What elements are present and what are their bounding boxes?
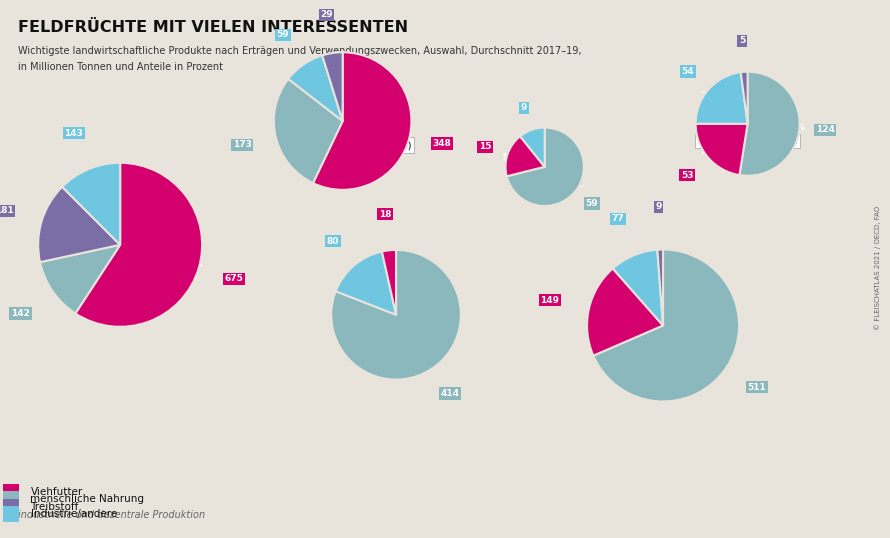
Wedge shape xyxy=(696,124,748,175)
Wedge shape xyxy=(331,250,461,379)
Text: 5: 5 xyxy=(739,36,745,45)
Text: 83: 83 xyxy=(538,160,551,169)
Text: 348: 348 xyxy=(433,139,451,148)
Text: 609: 609 xyxy=(329,117,348,125)
Text: 15,6%: 15,6% xyxy=(346,270,377,279)
Wedge shape xyxy=(40,245,120,314)
Text: in Millionen Tonnen und Anteile in Prozent: in Millionen Tonnen und Anteile in Proze… xyxy=(18,62,223,72)
Wedge shape xyxy=(506,136,545,176)
Wedge shape xyxy=(382,250,396,315)
Text: 12,4%: 12,4% xyxy=(47,280,78,289)
Wedge shape xyxy=(613,250,663,325)
Wedge shape xyxy=(288,55,343,121)
Text: 54: 54 xyxy=(682,67,694,76)
Wedge shape xyxy=(594,250,739,401)
Wedge shape xyxy=(696,72,748,124)
Text: Hülsenfrüchte: Hülsenfrüchte xyxy=(510,172,579,182)
Text: 22,5%: 22,5% xyxy=(700,147,731,155)
Text: 52,5%: 52,5% xyxy=(774,123,805,132)
Text: 143: 143 xyxy=(64,129,84,138)
Text: Treibstoff: Treibstoff xyxy=(30,502,79,512)
Wedge shape xyxy=(38,187,120,262)
Text: Viehfutter: Viehfutter xyxy=(30,487,83,497)
Text: 53: 53 xyxy=(681,171,693,180)
Text: FELDFRÜCHTE MIT VIELEN INTERESSENTEN: FELDFRÜCHTE MIT VIELEN INTERESSENTEN xyxy=(18,20,409,35)
Wedge shape xyxy=(322,52,343,121)
Text: 12,5%: 12,5% xyxy=(78,176,109,185)
Text: 149: 149 xyxy=(540,296,560,305)
Wedge shape xyxy=(76,163,202,327)
Text: 675: 675 xyxy=(224,274,244,283)
Text: 746: 746 xyxy=(651,319,671,328)
Text: Weizen: Weizen xyxy=(660,345,696,355)
Text: 511: 511 xyxy=(748,383,766,392)
Wedge shape xyxy=(274,79,343,183)
Text: 80: 80 xyxy=(327,237,339,245)
Text: 28,4%: 28,4% xyxy=(272,130,303,138)
Text: 77: 77 xyxy=(611,214,625,223)
Wedge shape xyxy=(740,72,748,124)
Wedge shape xyxy=(506,128,584,206)
Text: 181: 181 xyxy=(0,206,13,215)
FancyBboxPatch shape xyxy=(3,499,19,515)
Text: 10,3%: 10,3% xyxy=(624,264,654,273)
Text: 3,5%: 3,5% xyxy=(378,258,402,267)
Text: 414: 414 xyxy=(441,389,459,398)
Text: 71,1%: 71,1% xyxy=(552,180,584,189)
Text: Wichtigste landwirtschaftliche Produkte nach Erträgen und Verwendungszwecken, Au: Wichtigste landwirtschaftliche Produkte … xyxy=(18,46,581,56)
Text: 18,1%: 18,1% xyxy=(501,153,532,162)
Text: 15,9%: 15,9% xyxy=(37,221,69,230)
Text: 20,0%: 20,0% xyxy=(587,308,619,316)
Text: 124: 124 xyxy=(816,125,835,134)
FancyBboxPatch shape xyxy=(3,484,19,500)
Text: 142: 142 xyxy=(11,309,30,318)
Text: 9: 9 xyxy=(655,202,662,211)
Wedge shape xyxy=(587,268,663,356)
Text: 18: 18 xyxy=(378,210,392,218)
Text: 80,9%: 80,9% xyxy=(410,353,441,363)
Text: 1.141: 1.141 xyxy=(103,240,132,249)
Text: 236: 236 xyxy=(738,119,757,128)
Wedge shape xyxy=(520,128,545,167)
Text: industrielle und dezentrale Produktion: industrielle und dezentrale Produktion xyxy=(18,510,205,520)
Wedge shape xyxy=(336,251,396,315)
FancyBboxPatch shape xyxy=(3,492,19,507)
Wedge shape xyxy=(62,163,120,245)
Text: 173: 173 xyxy=(233,140,252,150)
Text: 29: 29 xyxy=(320,10,333,19)
Text: Mais: Mais xyxy=(135,266,158,277)
FancyBboxPatch shape xyxy=(3,506,19,522)
Text: 512: 512 xyxy=(385,306,404,315)
Text: © FLEISCHATLAS 2021 / OECD, FAO: © FLEISCHATLAS 2021 / OECD, FAO xyxy=(875,206,881,330)
Text: menschliche Nahrung: menschliche Nahrung xyxy=(30,494,144,505)
Text: Ölsaaten (u.a. Soja): Ölsaaten (u.a. Soja) xyxy=(315,139,411,151)
Text: Reis: Reis xyxy=(386,332,406,342)
Wedge shape xyxy=(740,72,799,176)
Text: 59: 59 xyxy=(586,199,598,208)
Text: 68,5%: 68,5% xyxy=(700,355,730,364)
Text: 15: 15 xyxy=(479,143,491,151)
Text: 4,8%: 4,8% xyxy=(322,61,347,70)
Text: Wurzeln und Knollen: Wurzeln und Knollen xyxy=(697,136,798,146)
Text: 9,7%: 9,7% xyxy=(298,70,323,80)
Wedge shape xyxy=(658,250,663,325)
Text: 59: 59 xyxy=(277,30,289,39)
Text: 22,9%: 22,9% xyxy=(700,91,732,101)
Text: 59,2%: 59,2% xyxy=(172,260,203,269)
Wedge shape xyxy=(313,52,411,190)
Text: 9: 9 xyxy=(521,103,527,112)
Text: 10,8%: 10,8% xyxy=(520,134,550,144)
Text: 57,1%: 57,1% xyxy=(382,129,413,138)
Text: Industrie/andere: Industrie/andere xyxy=(30,509,117,520)
